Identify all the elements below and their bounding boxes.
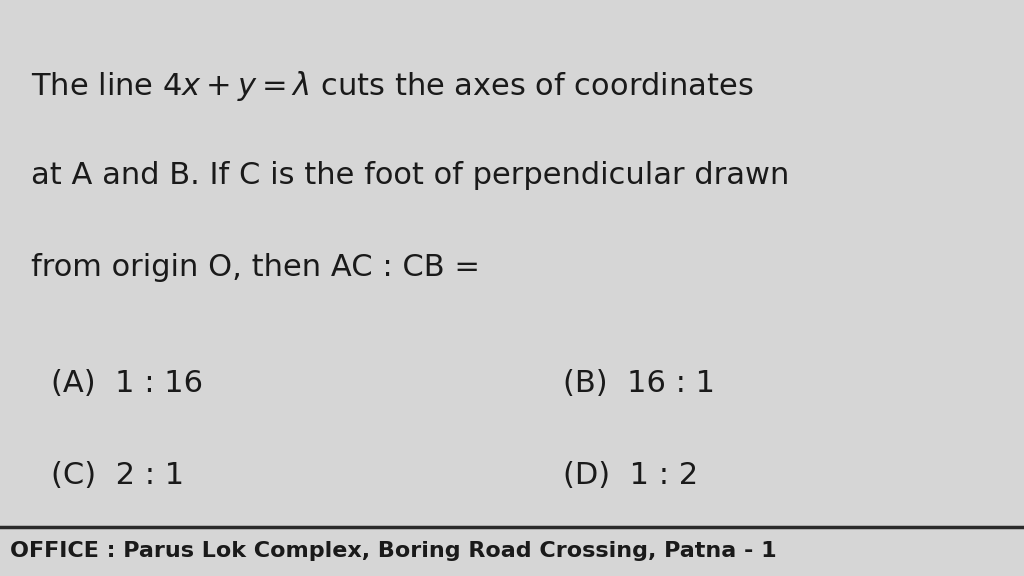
- Text: (D)  1 : 2: (D) 1 : 2: [563, 461, 698, 490]
- Text: at A and B. If C is the foot of perpendicular drawn: at A and B. If C is the foot of perpendi…: [31, 161, 790, 190]
- Text: (B)  16 : 1: (B) 16 : 1: [563, 369, 715, 397]
- Text: from origin O, then AC : CB =: from origin O, then AC : CB =: [31, 253, 479, 282]
- Text: (C)  2 : 1: (C) 2 : 1: [51, 461, 184, 490]
- Text: The line $4x + y = \lambda$ cuts the axes of coordinates: The line $4x + y = \lambda$ cuts the axe…: [31, 69, 754, 103]
- Text: OFFICE : Parus Lok Complex, Boring Road Crossing, Patna - 1: OFFICE : Parus Lok Complex, Boring Road …: [10, 541, 777, 562]
- Text: (A)  1 : 16: (A) 1 : 16: [51, 369, 203, 397]
